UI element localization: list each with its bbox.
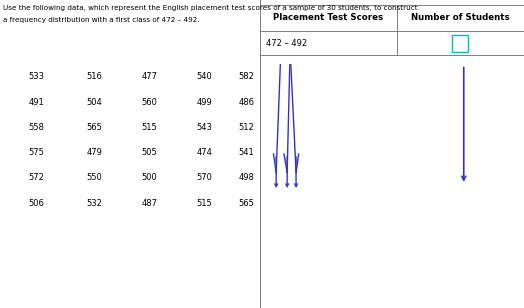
Text: 516: 516 xyxy=(86,72,102,81)
Text: 533: 533 xyxy=(29,72,45,81)
Text: 505: 505 xyxy=(141,148,157,157)
Text: 558: 558 xyxy=(29,123,45,132)
Text: 515: 515 xyxy=(196,199,212,208)
Text: 540: 540 xyxy=(196,72,212,81)
Text: 479: 479 xyxy=(86,148,102,157)
Text: 541: 541 xyxy=(238,148,254,157)
Text: 515: 515 xyxy=(141,123,157,132)
Text: 582: 582 xyxy=(238,72,254,81)
Text: 565: 565 xyxy=(238,199,254,208)
Text: 570: 570 xyxy=(196,173,212,182)
Text: 572: 572 xyxy=(29,173,45,182)
Text: 472 – 492: 472 – 492 xyxy=(266,38,307,48)
Text: 477: 477 xyxy=(141,72,158,81)
Text: 486: 486 xyxy=(238,98,255,107)
Text: Number of Students: Number of Students xyxy=(411,13,510,22)
Text: 565: 565 xyxy=(86,123,102,132)
Text: 550: 550 xyxy=(86,173,102,182)
Text: a frequency distribution with a first class of 472 – 492.: a frequency distribution with a first cl… xyxy=(3,17,199,23)
Text: 575: 575 xyxy=(29,148,45,157)
Text: 543: 543 xyxy=(196,123,212,132)
Text: 506: 506 xyxy=(29,199,45,208)
Text: 474: 474 xyxy=(196,148,212,157)
Text: 487: 487 xyxy=(141,199,158,208)
Text: 504: 504 xyxy=(86,98,102,107)
Bar xyxy=(453,34,468,51)
Text: 498: 498 xyxy=(238,173,254,182)
Text: 512: 512 xyxy=(238,123,254,132)
Text: 500: 500 xyxy=(141,173,157,182)
Text: 532: 532 xyxy=(86,199,102,208)
Text: 560: 560 xyxy=(141,98,157,107)
Text: 499: 499 xyxy=(196,98,212,107)
Text: Use the following data, which represent the English placement test scores of a s: Use the following data, which represent … xyxy=(3,5,417,10)
Text: Placement Test Scores: Placement Test Scores xyxy=(274,13,384,22)
Text: 491: 491 xyxy=(29,98,45,107)
